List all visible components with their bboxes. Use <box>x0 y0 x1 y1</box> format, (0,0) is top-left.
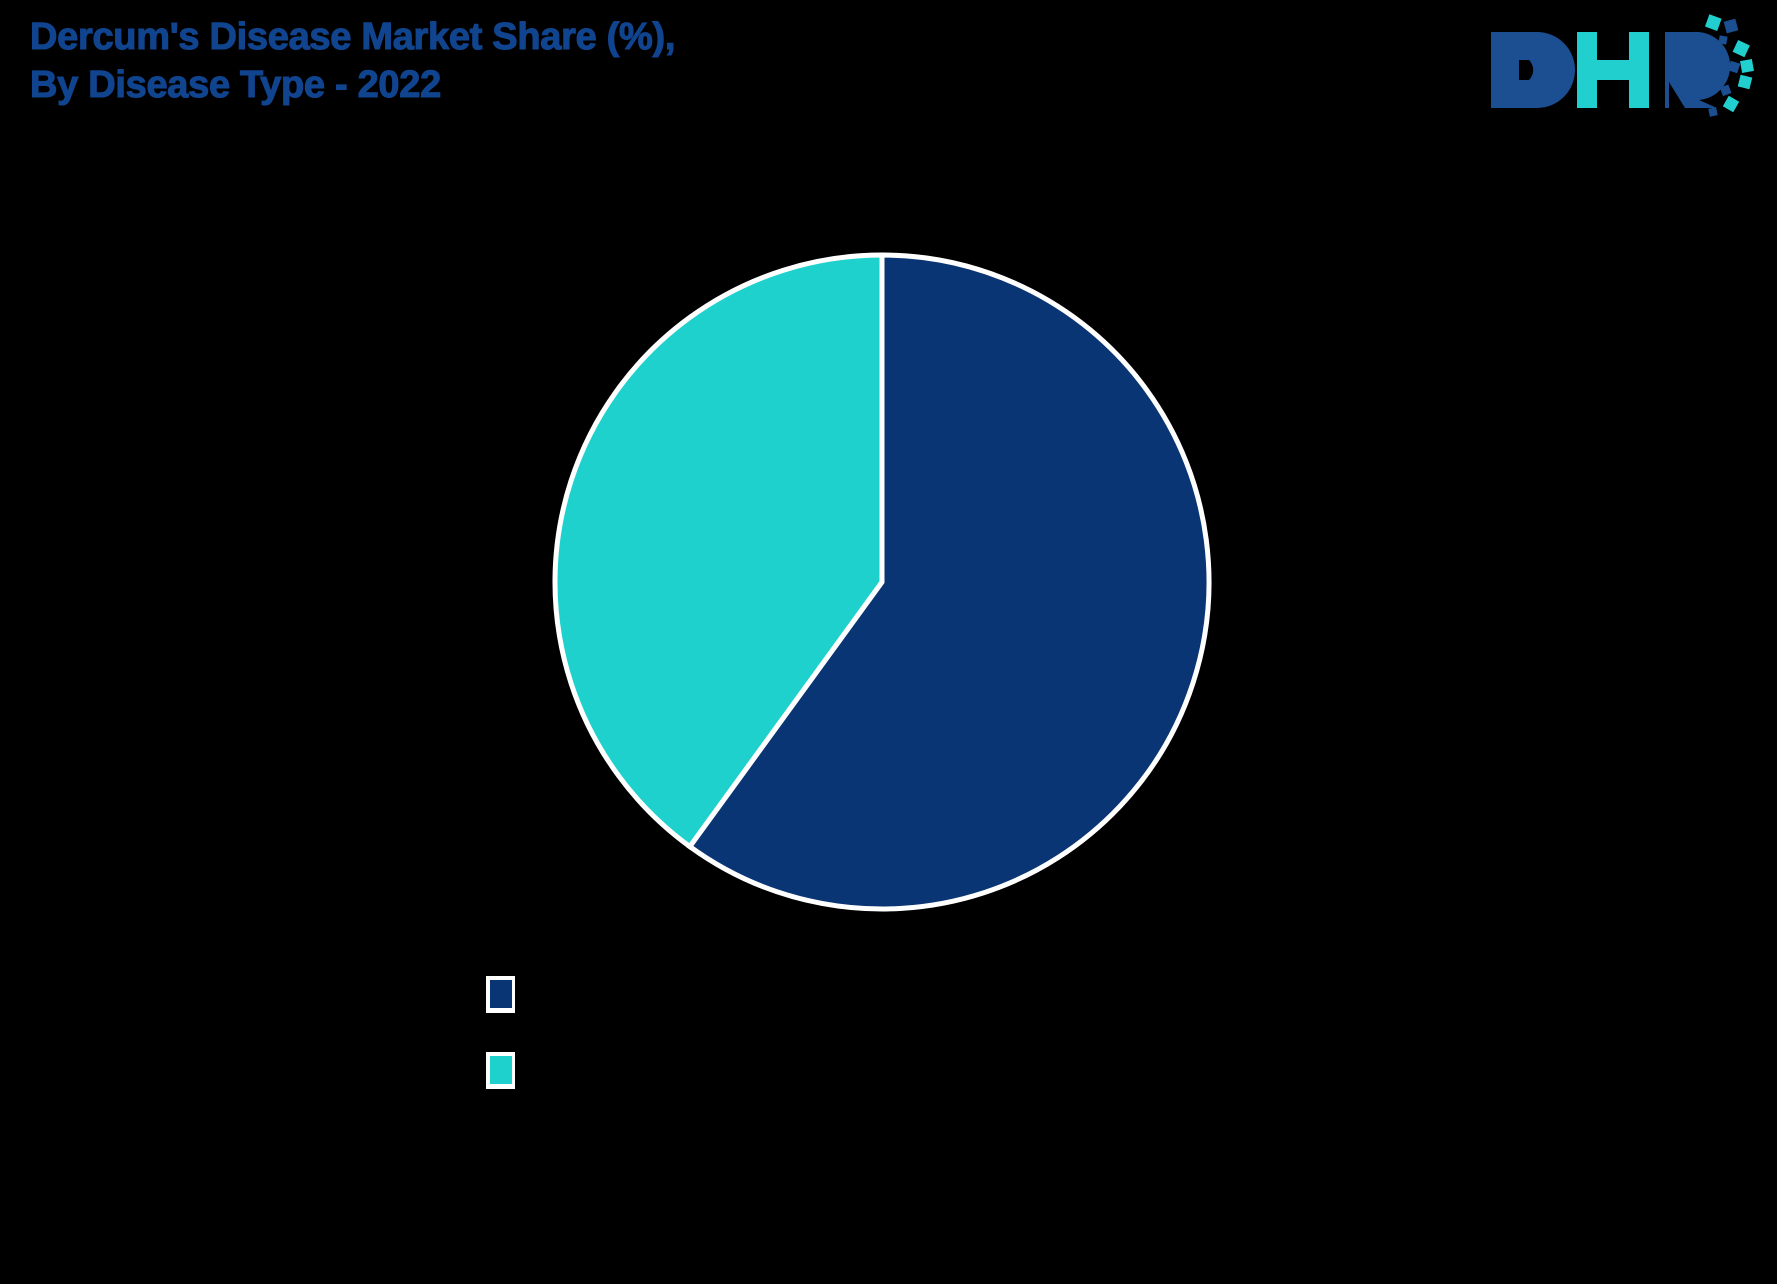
legend-swatch-navy <box>486 975 515 1013</box>
page-title: Dercum's Disease Market Share (%), By Di… <box>29 15 676 106</box>
pie-slice-teal[interactable] <box>552 252 885 851</box>
pie-slices <box>552 252 1212 912</box>
legend-item[interactable] <box>486 975 1386 1013</box>
legend-item[interactable] <box>486 1051 1386 1089</box>
pie-slice-navy[interactable] <box>686 252 1212 912</box>
pie-chart <box>552 252 1212 912</box>
logo-letter-d-icon <box>1491 32 1575 108</box>
logo-letter-r-icon <box>1665 31 1731 108</box>
logo-letter-h-icon <box>1577 32 1649 108</box>
legend-swatch-teal <box>486 1051 515 1089</box>
chart-legend <box>486 975 1386 1127</box>
logo-dots-icon <box>1704 14 1754 117</box>
dhr-logo <box>1489 10 1759 128</box>
